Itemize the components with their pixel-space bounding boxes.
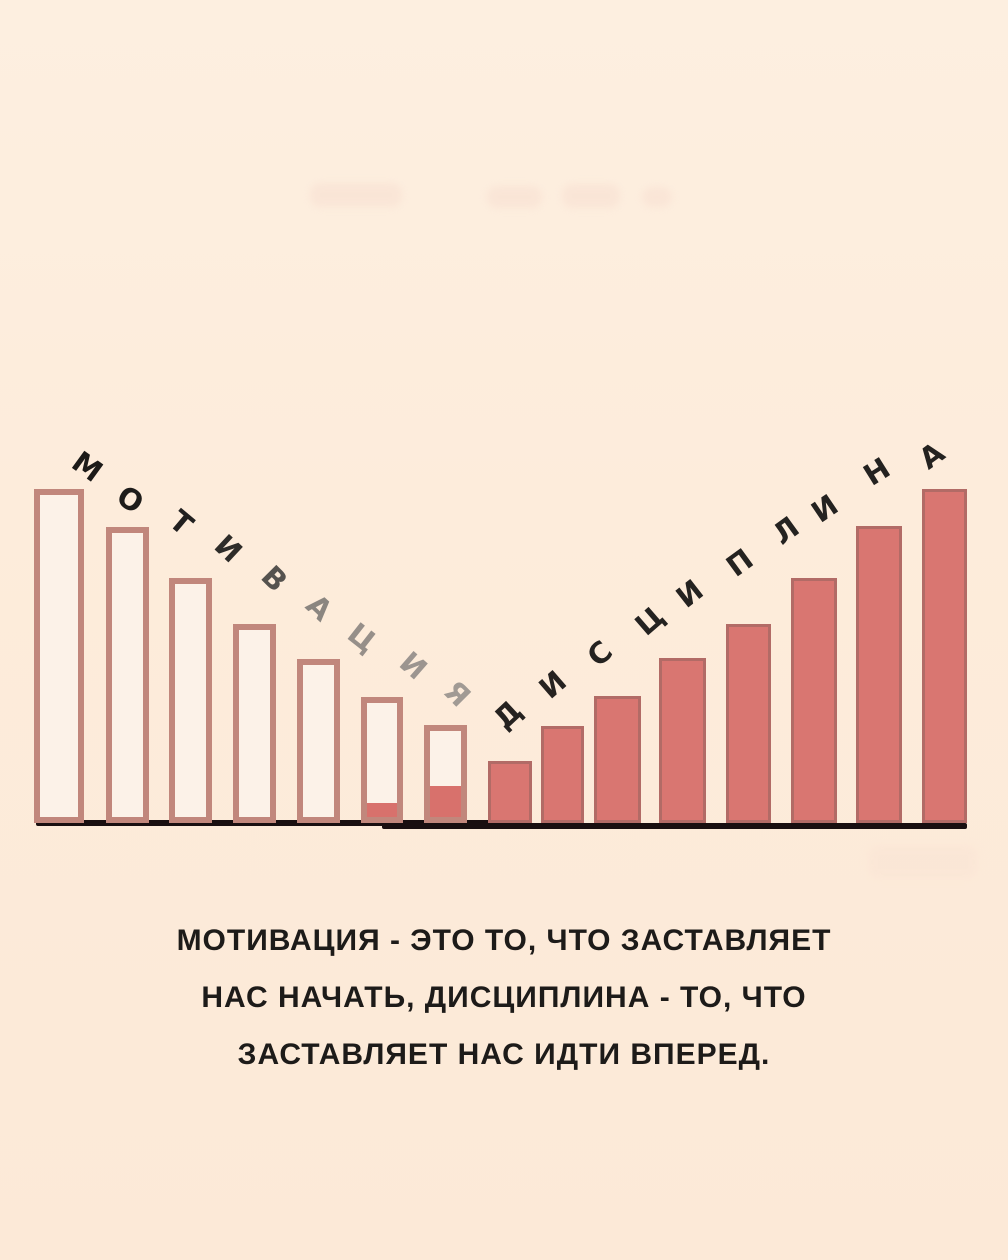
watermark-ghost xyxy=(642,187,672,207)
motivation-bar-2 xyxy=(106,527,149,823)
discipline-bar-11 xyxy=(659,658,706,823)
discipline-letter-1: Д xyxy=(486,693,529,736)
motivation-letter-4: И xyxy=(207,527,249,570)
motivation-bar-1 xyxy=(34,489,84,823)
discipline-letter-6: П xyxy=(719,541,760,584)
discipline-bar-14 xyxy=(856,526,902,823)
discipline-bar-10 xyxy=(594,696,641,823)
baseline-segment-2 xyxy=(382,823,967,829)
motivation-bar-7 xyxy=(424,725,467,823)
watermark-ghost xyxy=(562,184,620,208)
baseline-segment-1 xyxy=(36,820,498,826)
motivation-bar-3 xyxy=(169,578,212,823)
discipline-letter-10: А xyxy=(912,435,951,476)
motivation-letter-5: В xyxy=(254,558,295,599)
watermark-ghost xyxy=(868,845,978,879)
discipline-letter-9: Н xyxy=(857,450,897,493)
discipline-letter-7: Л xyxy=(765,509,806,552)
quote: МОТИВАЦИЯ - ЭТО ТО, ЧТО ЗАСТАВЛЯЕТ НАС Н… xyxy=(0,912,1008,1083)
quote-line-1: МОТИВАЦИЯ - ЭТО ТО, ЧТО ЗАСТАВЛЯЕТ xyxy=(176,924,832,957)
motivation-letter-3: Т xyxy=(162,503,200,543)
motivation-bar-5 xyxy=(297,659,340,823)
motivation-letter-9: Я xyxy=(437,673,478,714)
discipline-fill xyxy=(367,803,397,817)
discipline-letter-2: И xyxy=(532,663,573,706)
motivation-letter-8: И xyxy=(393,644,434,687)
quote-line-2: НАС НАЧАТЬ, ДИСЦИПЛИНА - ТО, ЧТО xyxy=(201,981,807,1014)
discipline-letter-3: С xyxy=(580,633,619,674)
motivation-letter-1: М xyxy=(65,444,109,489)
motivation-letter-6: А xyxy=(299,587,340,628)
discipline-letter-8: И xyxy=(805,487,845,530)
discipline-bar-8 xyxy=(488,761,532,823)
motivation-letter-7: Ц xyxy=(341,615,384,660)
motivation-letter-2: О xyxy=(110,478,150,521)
motivation-bar-4 xyxy=(233,624,276,823)
discipline-bar-9 xyxy=(541,726,584,823)
watermark-ghost xyxy=(310,183,402,207)
discipline-fill xyxy=(430,786,461,817)
watermark-ghost xyxy=(487,186,542,208)
discipline-letter-4: Ц xyxy=(628,598,671,643)
discipline-bar-12 xyxy=(726,624,771,823)
motivation-bar-6 xyxy=(361,697,403,823)
quote-line-3: ЗАСТАВЛЯЕТ НАС ИДТИ ВПЕРЕД. xyxy=(237,1038,771,1071)
discipline-letter-5: И xyxy=(669,572,710,615)
discipline-bar-13 xyxy=(791,578,837,823)
discipline-bar-15 xyxy=(922,489,967,823)
